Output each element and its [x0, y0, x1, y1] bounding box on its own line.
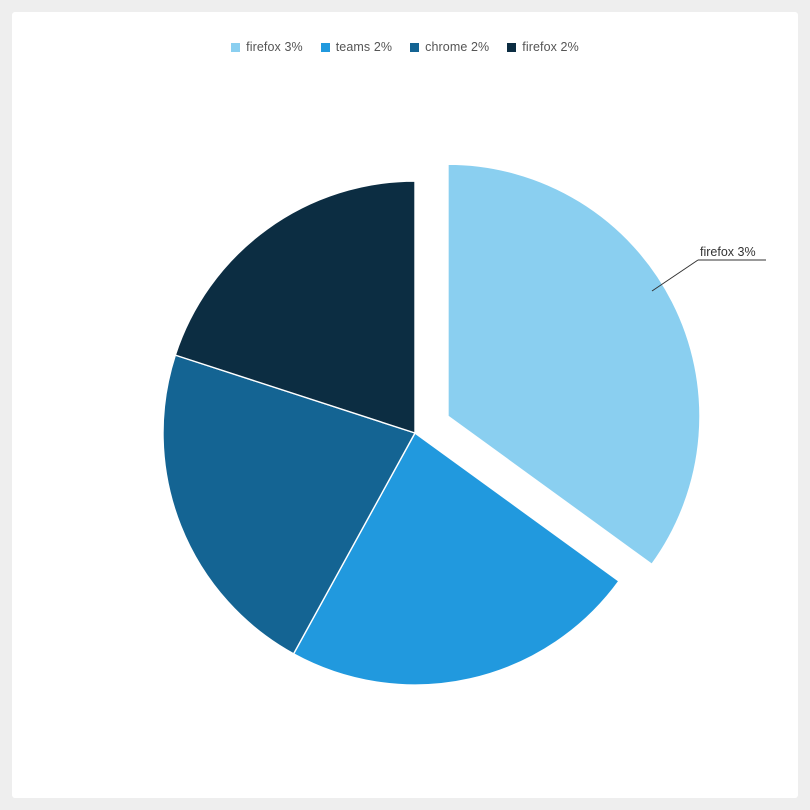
legend-swatch-firefox-3-icon	[231, 42, 241, 52]
legend-label-2: chrome 2%	[425, 40, 490, 54]
pie-chart-plot-area: firefox 3%teams 2%chrome 2%firefox 2% fi…	[12, 12, 798, 798]
legend-swatch-firefox-2-icon	[507, 42, 517, 52]
pie-slice-1[interactable]: teams 2%	[292, 432, 620, 686]
legend-label-1: teams 2%	[335, 40, 393, 54]
pie-slices-group: firefox 3%teams 2%chrome 2%firefox 2%	[162, 163, 701, 686]
pie-slice-0[interactable]: firefox 3%	[447, 163, 701, 566]
legend-swatch-chrome-2-icon	[410, 42, 420, 52]
legend-item-3[interactable]: firefox 2%	[507, 40, 579, 54]
legend-item-1[interactable]: teams 2%	[320, 40, 393, 54]
legend-label-0: firefox 3%	[246, 40, 303, 54]
slice-callout-annotation: firefox 3%	[651, 245, 766, 292]
callout-label: firefox 3%	[700, 245, 756, 259]
chart-legend: firefox 3% teams 2% chrome 2% firefox 2%	[12, 40, 798, 54]
legend-swatch-teams-2-icon	[320, 42, 330, 52]
callout-leader-line	[651, 259, 699, 292]
pie-slice-2[interactable]: chrome 2%	[162, 354, 416, 655]
chart-card: firefox 3% teams 2% chrome 2% firefox 2%…	[12, 12, 798, 798]
legend-label-3: firefox 2%	[522, 40, 579, 54]
legend-item-0[interactable]: firefox 3%	[231, 40, 303, 54]
pie-slice-3[interactable]: firefox 2%	[174, 180, 416, 434]
pie-chart-svg: firefox 3%teams 2%chrome 2%firefox 2% fi…	[162, 163, 766, 686]
legend-item-2[interactable]: chrome 2%	[410, 40, 489, 54]
